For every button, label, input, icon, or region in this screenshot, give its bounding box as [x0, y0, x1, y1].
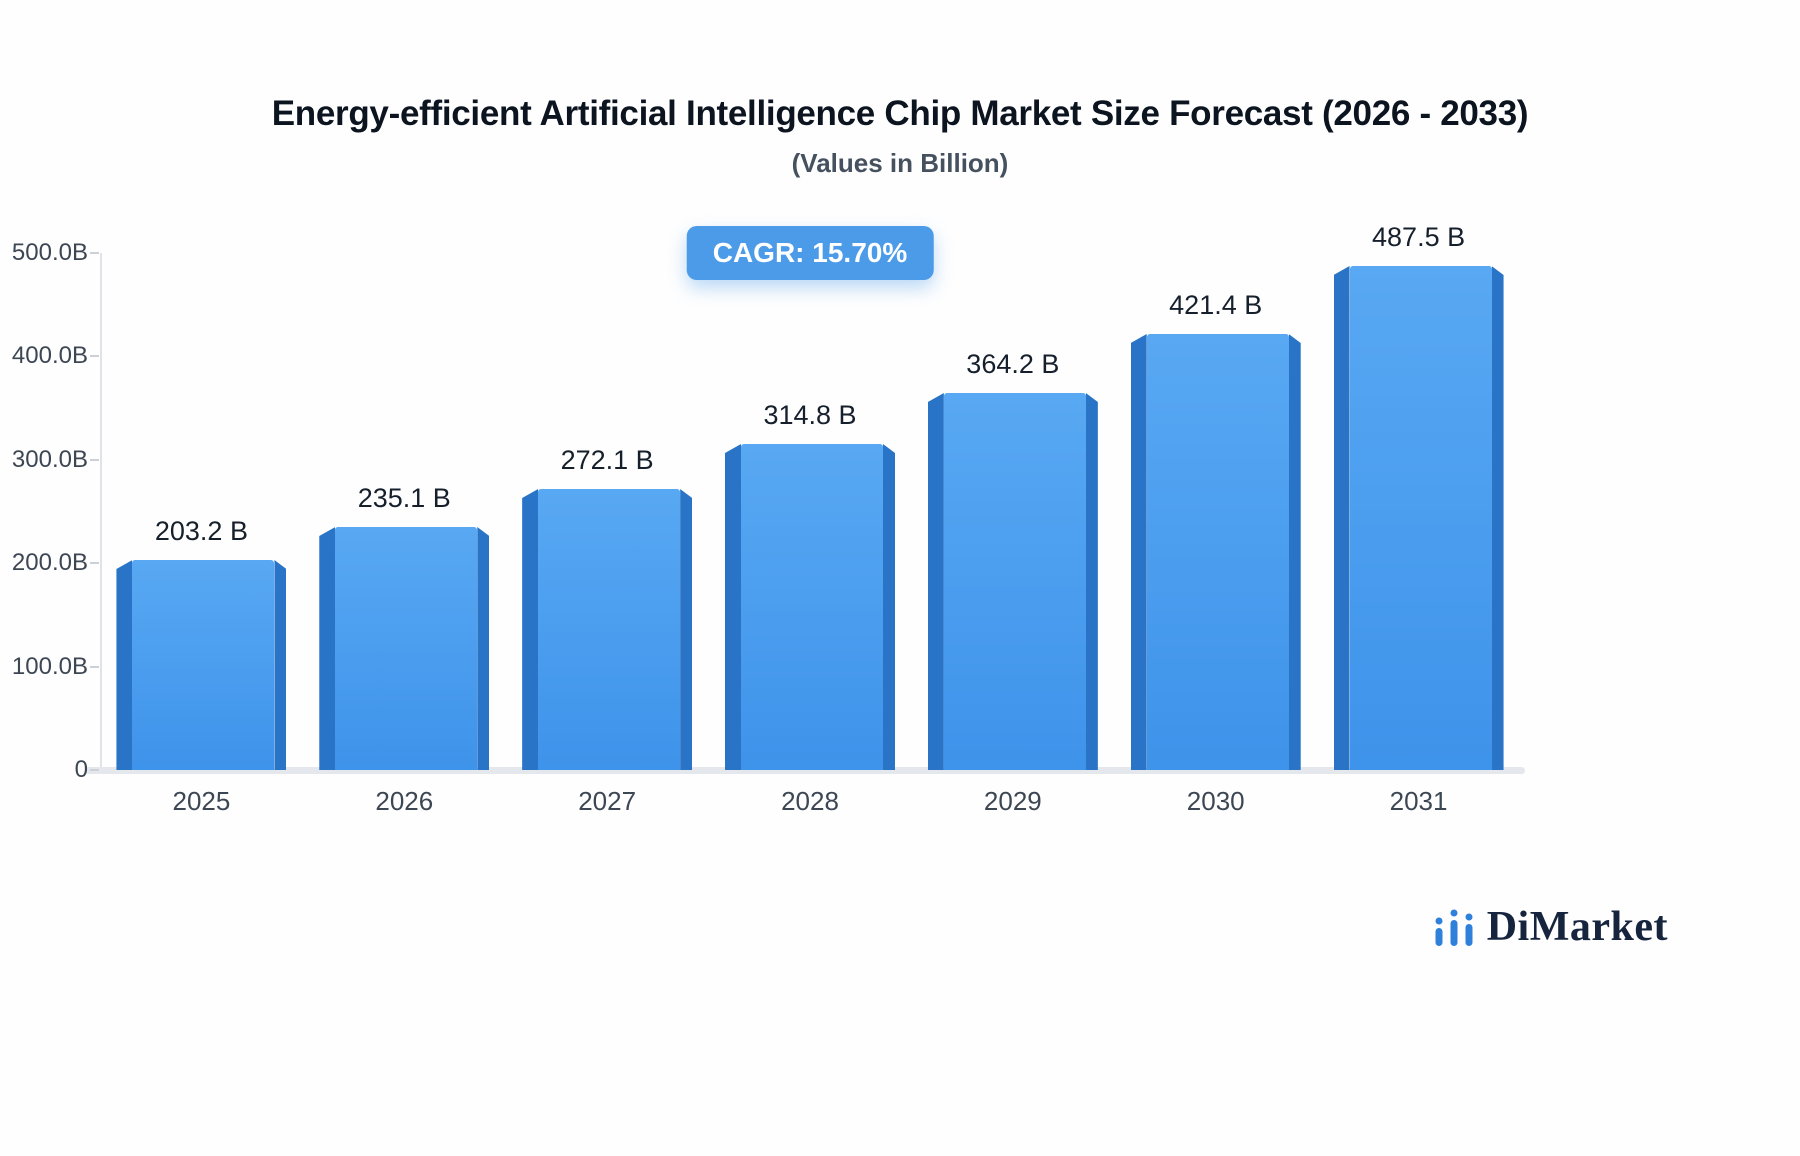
- bar-face: [741, 444, 883, 770]
- bar-face: [1146, 334, 1289, 770]
- bar-side-right: [477, 527, 490, 770]
- bar-value-label: 235.1 B: [357, 483, 451, 513]
- x-tick-label: 2030: [1186, 786, 1245, 816]
- y-tick-mark: [90, 562, 99, 565]
- bar-2026: [319, 527, 490, 770]
- bar-value-label: 314.8 B: [763, 400, 857, 430]
- bar-face: [1349, 266, 1492, 770]
- bar-side-left: [725, 444, 741, 770]
- y-tick-label: 0: [74, 756, 88, 783]
- bar-2029: [927, 393, 1098, 770]
- y-tick-label: 100.0B: [11, 652, 88, 680]
- chart-title: Energy-efficient Artificial Intelligence…: [271, 94, 1529, 133]
- bar-2030: [1130, 334, 1301, 770]
- bar-side-left: [522, 489, 539, 770]
- y-tick-mark: [90, 769, 99, 771]
- brand-logo: DiMarket: [1431, 903, 1668, 951]
- bar-side-left: [1130, 334, 1147, 770]
- bar-2028: [725, 444, 895, 770]
- y-tick-mark: [90, 665, 99, 668]
- bar-value-label: 203.2 B: [154, 516, 248, 546]
- bar-face: [335, 527, 478, 770]
- x-tick-label: 2031: [1389, 786, 1448, 816]
- bar-side-right: [680, 489, 693, 770]
- x-tick-label: 2026: [375, 786, 434, 816]
- bar-side-left: [116, 560, 133, 770]
- bar-side-right: [1491, 266, 1504, 770]
- bar-value-label: 487.5 B: [1372, 222, 1466, 252]
- bar-side-right: [1288, 334, 1301, 770]
- y-tick-mark: [90, 355, 99, 358]
- bar-side-right: [274, 560, 287, 770]
- bar-2031: [1333, 266, 1504, 770]
- y-tick-label: 200.0B: [11, 549, 88, 577]
- brand-name: DiMarket: [1486, 904, 1668, 950]
- y-tick-label: 400.0B: [11, 342, 88, 370]
- cagr-badge: CAGR: 15.70%: [686, 226, 934, 280]
- bar-side-left: [1333, 266, 1350, 770]
- y-tick-mark: [90, 458, 99, 461]
- bar-face: [538, 489, 681, 770]
- bar-side-right: [883, 444, 895, 770]
- x-axis-baseline: [85, 767, 1525, 774]
- bar-face: [132, 560, 275, 770]
- y-axis-line: [100, 253, 102, 770]
- bar-value-label: 364.2 B: [966, 349, 1060, 379]
- x-tick-label: 2028: [781, 786, 839, 816]
- chart-subtitle: (Values in Billion): [791, 148, 1009, 178]
- x-tick-label: 2029: [983, 786, 1042, 816]
- bar-value-label: 272.1 B: [560, 445, 654, 475]
- bar-2025: [116, 560, 287, 770]
- y-tick-label: 300.0B: [11, 445, 88, 473]
- bar-face: [943, 393, 1086, 770]
- bar-value-label: 421.4 B: [1169, 290, 1263, 320]
- x-tick-label: 2025: [172, 786, 231, 816]
- bar-2027: [522, 489, 693, 770]
- bar-chart-icon: [1435, 909, 1473, 946]
- y-tick-label: 500.0B: [11, 239, 88, 266]
- bar-side-left: [319, 527, 336, 770]
- x-tick-label: 2027: [578, 786, 637, 816]
- y-tick-mark: [90, 252, 99, 254]
- bar-side-left: [927, 393, 944, 770]
- bar-side-right: [1085, 393, 1098, 770]
